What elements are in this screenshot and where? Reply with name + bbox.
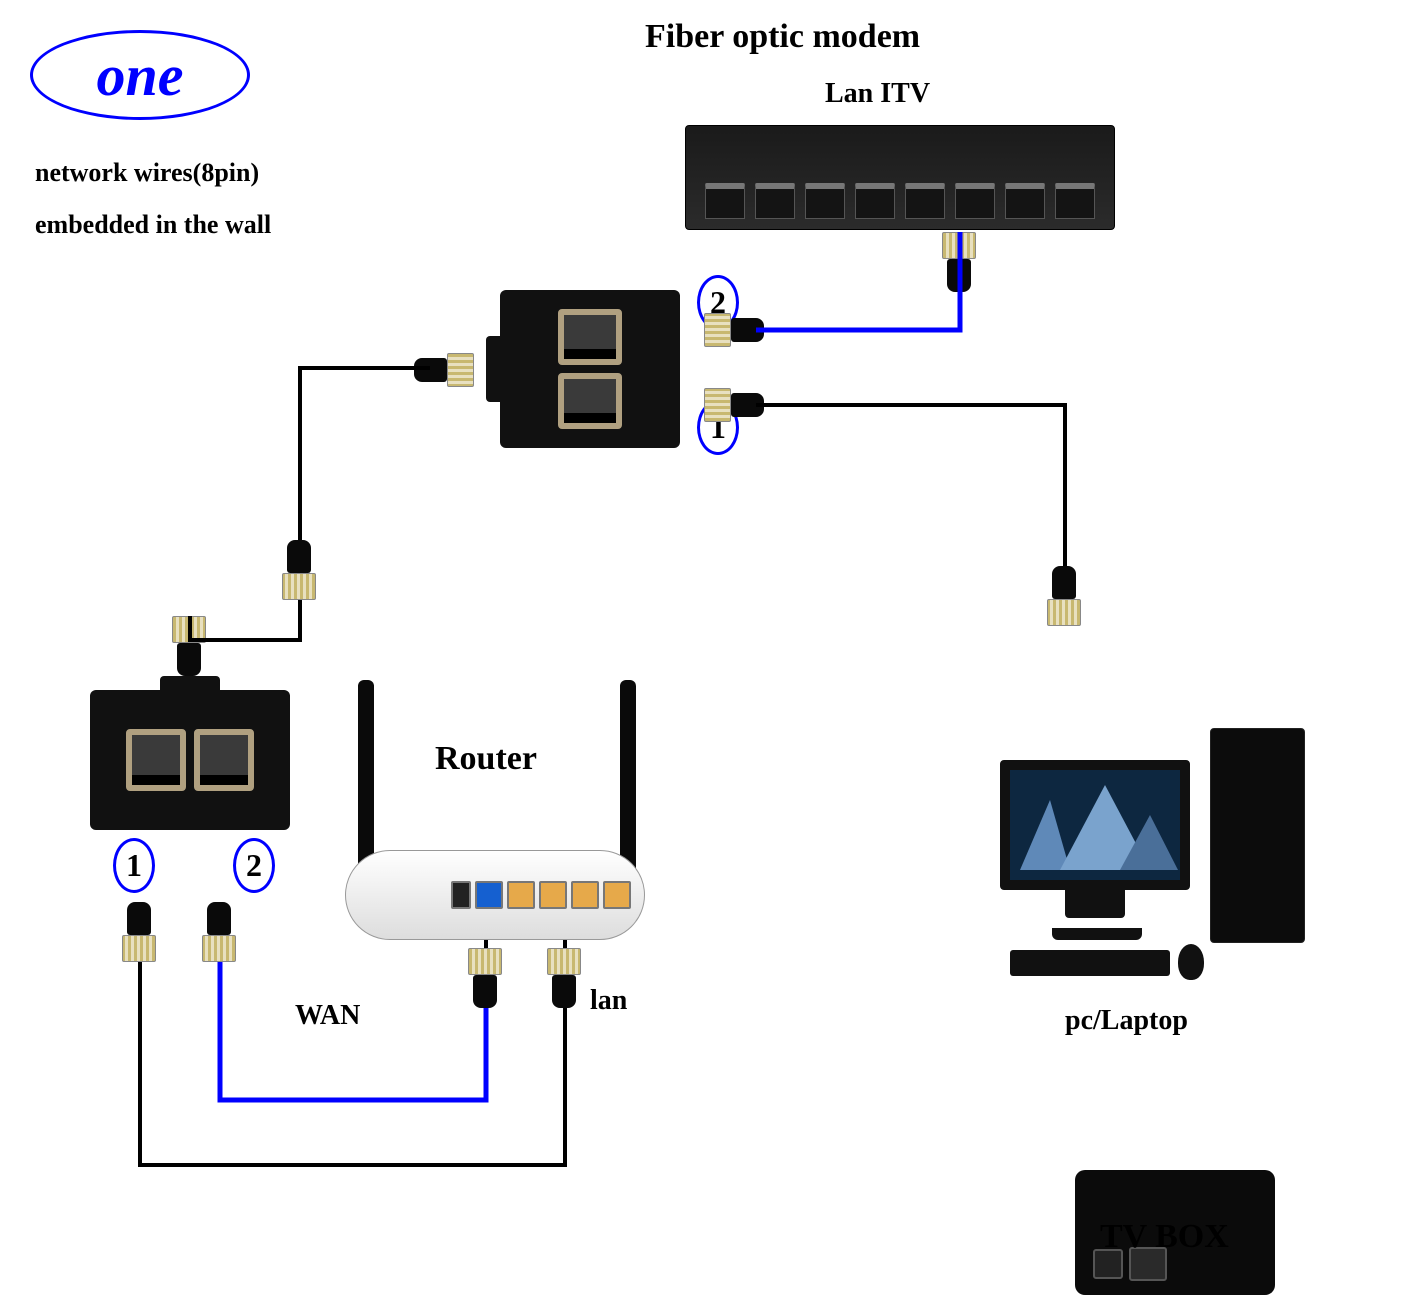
pc-monitor: [1000, 760, 1190, 890]
router-lan-port: [571, 881, 599, 909]
switch-port: [955, 183, 995, 219]
router-lan-port: [507, 881, 535, 909]
rj45-plug-icon: [285, 540, 313, 600]
rj45-plug-icon: [550, 948, 578, 1008]
label-router: Router: [435, 740, 537, 778]
pc-keyboard: [1010, 950, 1170, 976]
rj45-plug-icon: [205, 902, 233, 962]
splitter-top-port-2: [558, 309, 622, 365]
router-lan-port: [603, 881, 631, 909]
splitter-bottom-port-2: [194, 729, 254, 791]
label-lan-itv: Lan ITV: [825, 78, 930, 110]
switch-port: [1055, 183, 1095, 219]
pc-mouse: [1178, 944, 1204, 980]
switch-port: [905, 183, 945, 219]
scenario-badge: one: [30, 30, 250, 120]
switch-port: [1005, 183, 1045, 219]
rj45-plug-icon: [945, 232, 973, 292]
router: [345, 850, 645, 940]
rj45-plug-icon: [125, 902, 153, 962]
switch-port: [705, 183, 745, 219]
rj45-plug-icon: [1050, 566, 1078, 626]
label-fiber-modem: Fiber optic modem: [645, 18, 920, 56]
splitter-top-port-1: [558, 373, 622, 429]
label-pc: pc/Laptop: [1065, 1005, 1188, 1037]
rj45-plug-icon: [175, 616, 203, 676]
label-tvbox: TV BOX: [1100, 1218, 1229, 1256]
label-lan: lan: [590, 985, 627, 1017]
subtitle-line2: embedded in the wall: [35, 210, 271, 240]
splitter-bottom: [90, 690, 290, 830]
router-lan-port: [539, 881, 567, 909]
port-badge-2-bottom: 2: [233, 838, 275, 893]
rj45-plug-icon: [471, 948, 499, 1008]
rj45-plug-icon: [414, 356, 474, 384]
switch-port: [855, 183, 895, 219]
network-switch: [685, 125, 1115, 230]
scenario-badge-text: one: [97, 42, 184, 109]
splitter-bottom-port-1: [126, 729, 186, 791]
rj45-plug-icon: [704, 316, 764, 344]
port-badge-1-bottom: 1: [113, 838, 155, 893]
port-badge-2b-text: 2: [246, 847, 262, 884]
pc-tower: [1210, 728, 1305, 943]
splitter-top: [500, 290, 680, 448]
port-badge-1b-text: 1: [126, 847, 142, 884]
router-wan-port: [475, 881, 503, 909]
pc-setup: [1000, 720, 1320, 1000]
switch-ports: [705, 183, 1095, 219]
router-power-btn: [451, 881, 471, 909]
rj45-plug-icon: [704, 391, 764, 419]
switch-port: [805, 183, 845, 219]
router-ports: [451, 881, 631, 909]
label-wan: WAN: [295, 1000, 360, 1032]
subtitle-line1: network wires(8pin): [35, 158, 259, 188]
switch-port: [755, 183, 795, 219]
